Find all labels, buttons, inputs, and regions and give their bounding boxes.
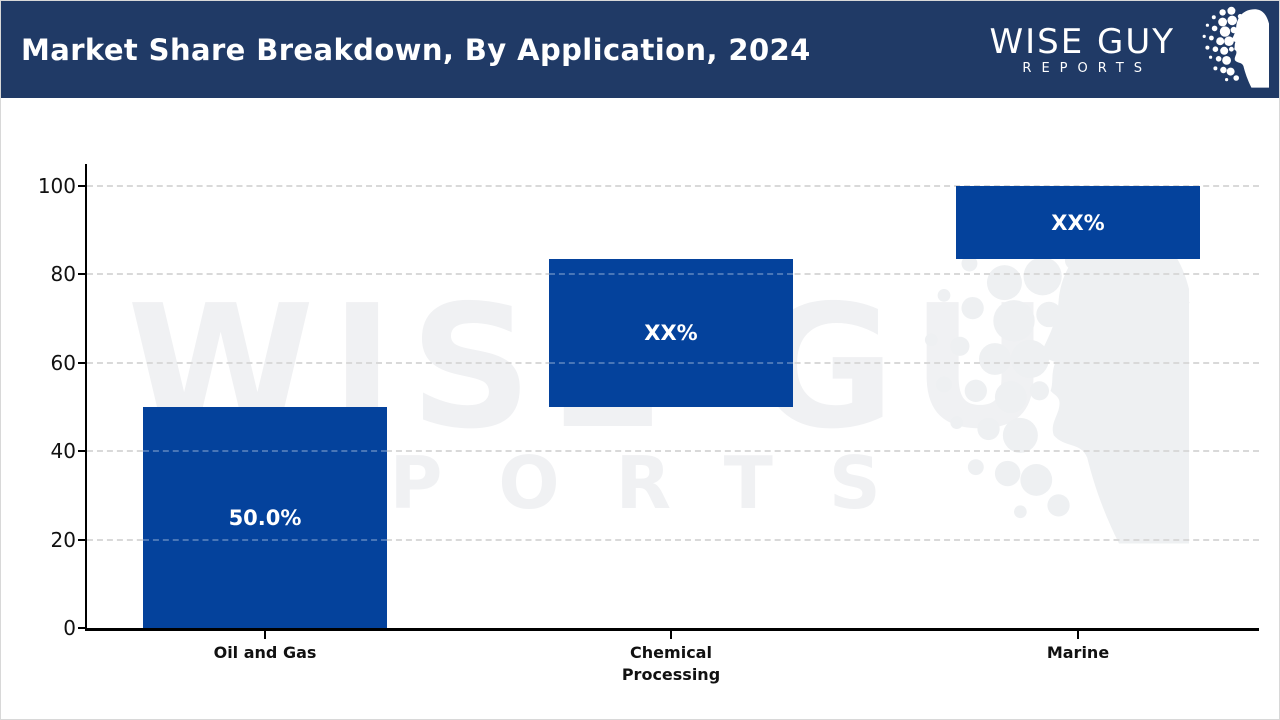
y-tick xyxy=(78,538,86,541)
bar-value-label: XX% xyxy=(1051,210,1105,235)
bar xyxy=(956,186,1200,260)
y-tick xyxy=(78,273,86,276)
gridline xyxy=(87,185,1259,188)
brand-logo: WISE GUY REPORTS xyxy=(989,6,1273,94)
x-category-label: Marine xyxy=(1046,643,1110,662)
bar xyxy=(549,259,793,408)
brand-logo-text: WISE GUY REPORTS xyxy=(989,25,1175,75)
x-axis-line xyxy=(85,628,1259,631)
bar-value-label: XX% xyxy=(644,321,698,346)
y-tick-label: 80 xyxy=(50,262,76,287)
brand-face-icon xyxy=(1177,6,1273,94)
gridline xyxy=(87,538,1259,541)
y-tick xyxy=(78,450,86,453)
bar-gridline-overlay xyxy=(143,538,387,541)
y-tick-label: 20 xyxy=(50,527,76,552)
brand-subname: REPORTS xyxy=(1022,60,1153,76)
chart-title: Market Share Breakdown, By Application, … xyxy=(21,32,811,67)
watermark-face-icon xyxy=(823,219,1205,569)
x-tick xyxy=(264,631,266,639)
bar-gridline-overlay xyxy=(549,273,793,276)
y-tick xyxy=(78,185,86,188)
y-tick-label: 100 xyxy=(37,174,76,199)
bar-value-label: 50.0% xyxy=(228,505,302,530)
bar-gridline-overlay xyxy=(143,450,387,453)
x-category-label: Oil and Gas xyxy=(213,643,317,662)
brand-name: WISE GUY xyxy=(989,21,1175,62)
y-tick xyxy=(78,627,86,629)
x-tick xyxy=(670,631,672,639)
y-tick-label: 60 xyxy=(50,350,76,375)
bar xyxy=(143,407,387,628)
bar-gridline-overlay xyxy=(549,361,793,364)
y-tick-label: 40 xyxy=(50,439,76,464)
y-tick-label: 0 xyxy=(63,616,76,640)
gridline xyxy=(87,450,1259,453)
header: Market Share Breakdown, By Application, … xyxy=(1,1,1279,98)
y-tick xyxy=(78,361,86,364)
x-tick xyxy=(1077,631,1079,639)
y-axis-line xyxy=(85,164,87,630)
x-category-label: Chemical Processing xyxy=(621,643,721,684)
